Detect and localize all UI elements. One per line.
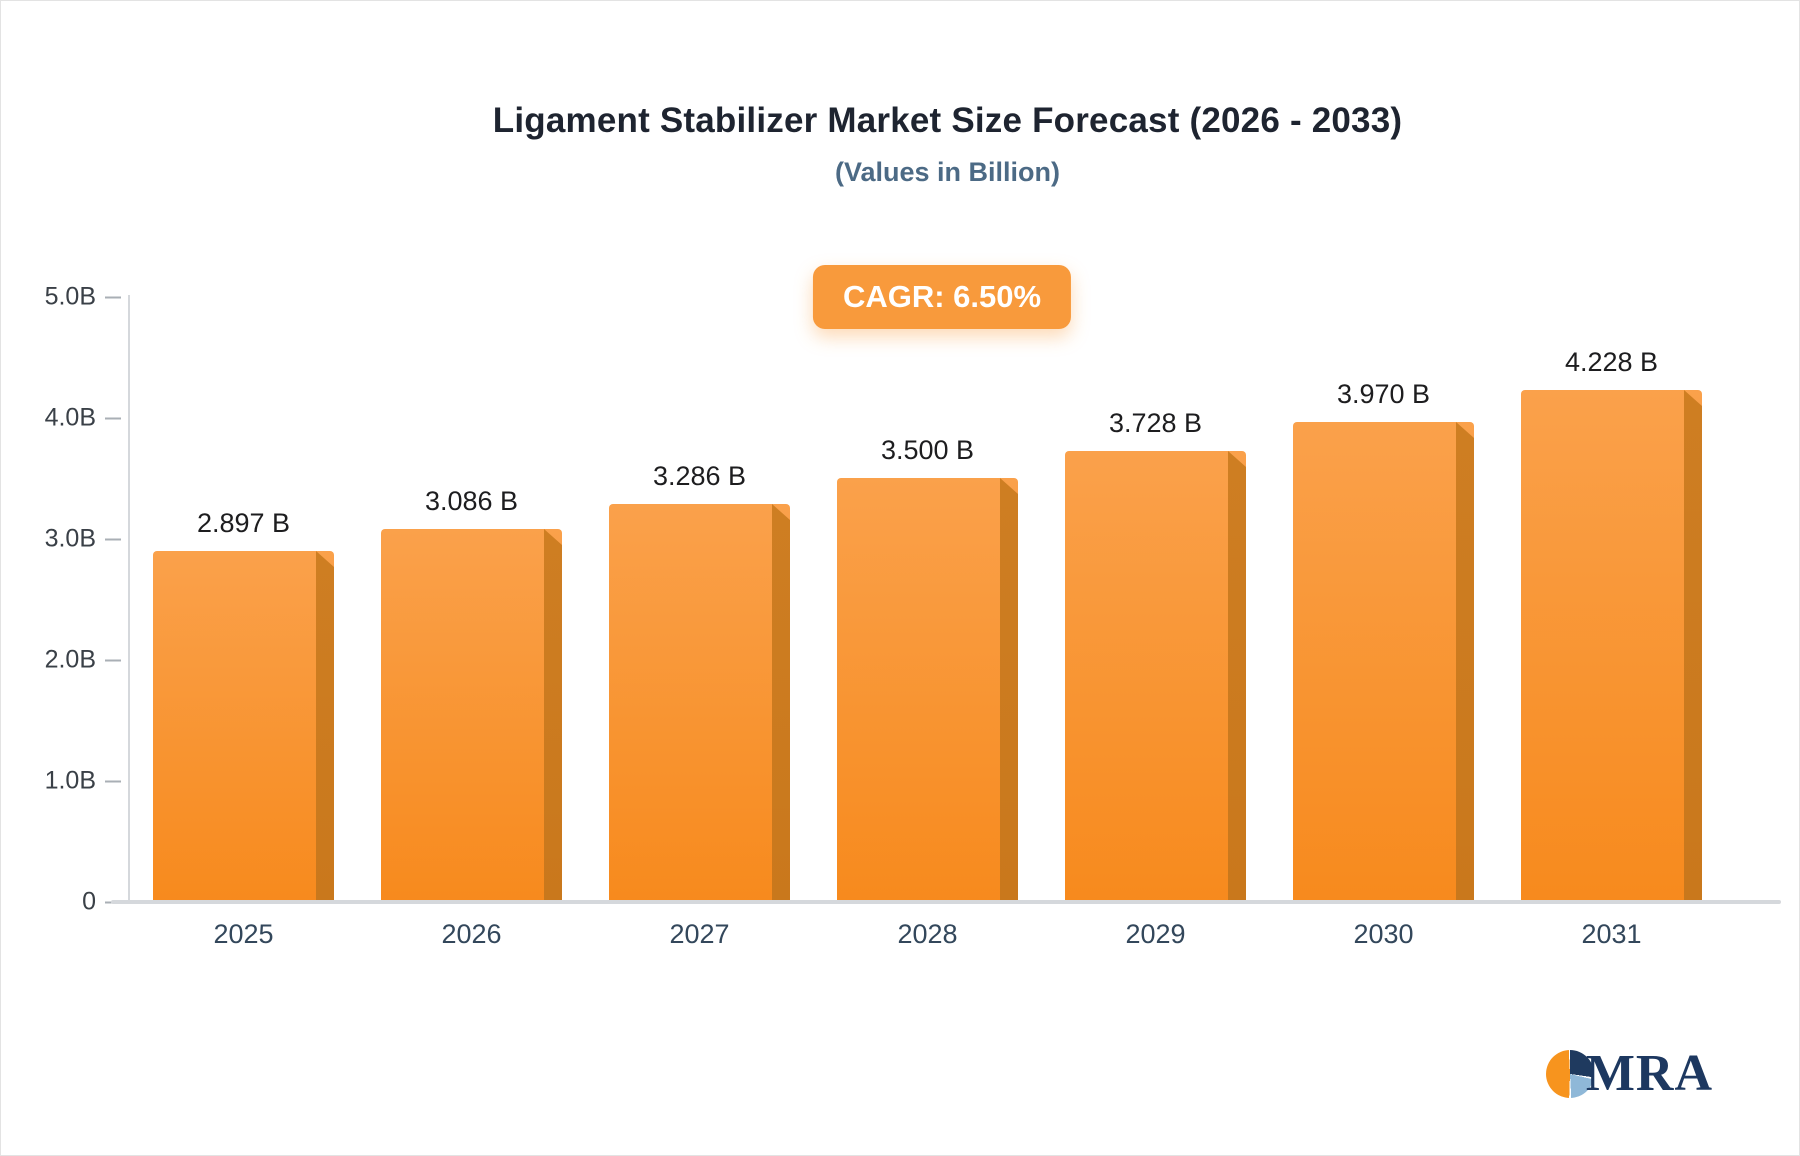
- y-axis-tick-mark: [105, 780, 121, 782]
- bar: [153, 551, 334, 902]
- bar: [381, 529, 562, 902]
- x-axis-label: 2025: [213, 919, 274, 949]
- bar-value-label: 3.728 B: [1108, 408, 1203, 438]
- y-axis-tick: 5.0B: [45, 283, 121, 312]
- bar-value-label: 3.286 B: [652, 461, 747, 491]
- y-axis-line: [128, 295, 130, 903]
- bar-value-label: 3.086 B: [424, 486, 519, 516]
- y-axis-tick-mark: [105, 296, 121, 298]
- bar-group-2027: 3.286 B: [609, 297, 790, 902]
- x-axis-labels: 2025 2026 2027 2028 2029 2030 2031: [153, 919, 1702, 950]
- x-axis-label: 2027: [669, 919, 730, 949]
- y-axis-tick-label: 2.0B: [44, 645, 96, 674]
- bar-value-label: 3.970 B: [1336, 379, 1431, 409]
- y-axis-tick: 3.0B: [45, 525, 121, 554]
- x-axis-line: [111, 900, 1781, 904]
- bar-group-2030: 3.970 B: [1293, 297, 1474, 902]
- bar-value-label: 3.500 B: [880, 435, 975, 465]
- y-axis: 5.0B 4.0B 3.0B 2.0B 1.0B 0: [1, 283, 121, 916]
- bar-group-2026: 3.086 B: [381, 297, 562, 902]
- y-axis-tick-label: 3.0B: [44, 524, 96, 553]
- bar: [1293, 422, 1474, 902]
- bar: [837, 478, 1018, 902]
- y-axis-tick: 4.0B: [45, 404, 121, 433]
- bar-group-2028: 3.500 B: [837, 297, 1018, 902]
- x-axis-label: 2030: [1353, 919, 1414, 949]
- y-axis-tick-label: 5.0B: [44, 282, 96, 311]
- y-axis-tick: 1.0B: [45, 767, 121, 796]
- chart-title: Ligament Stabilizer Market Size Forecast…: [492, 101, 1403, 140]
- bar-group-2029: 3.728 B: [1065, 297, 1246, 902]
- bar: [1521, 390, 1702, 902]
- x-axis-label: 2031: [1581, 919, 1642, 949]
- plot-area: 2.897 B 3.086 B 3.286 B 3.500 B 3.728 B 3.970…: [153, 297, 1702, 902]
- bar: [609, 504, 790, 902]
- chart-header: Ligament Stabilizer Market Size Forecast…: [96, 101, 1799, 188]
- bar-group-2025: 2.897 B: [153, 297, 334, 902]
- y-axis-tick-label: 4.0B: [44, 403, 96, 432]
- x-axis-label: 2028: [897, 919, 958, 949]
- bar: [1065, 451, 1246, 902]
- y-axis-tick-mark: [105, 417, 121, 419]
- mra-logo-pie-icon: [1545, 1049, 1594, 1098]
- mra-logo: MRA: [1545, 1044, 1713, 1103]
- y-axis-tick-mark: [105, 659, 121, 661]
- bar-value-label: 2.897 B: [196, 508, 291, 538]
- bar-value-label: 4.228 B: [1564, 347, 1659, 377]
- x-axis-label: 2029: [1125, 919, 1186, 949]
- y-axis-tick: 2.0B: [45, 646, 121, 675]
- mra-logo-text: MRA: [1585, 1045, 1713, 1102]
- x-axis-label: 2026: [441, 919, 502, 949]
- bar-group-2031: 4.228 B: [1521, 297, 1702, 902]
- chart-subtitle: (Values in Billion): [834, 157, 1061, 187]
- y-axis-tick-mark: [105, 538, 121, 540]
- y-axis-tick-label: 0: [82, 887, 96, 916]
- y-axis-tick-label: 1.0B: [44, 766, 96, 795]
- cagr-badge-label: CAGR: 6.50%: [842, 279, 1042, 314]
- cagr-badge: CAGR: 6.50%: [812, 265, 1072, 329]
